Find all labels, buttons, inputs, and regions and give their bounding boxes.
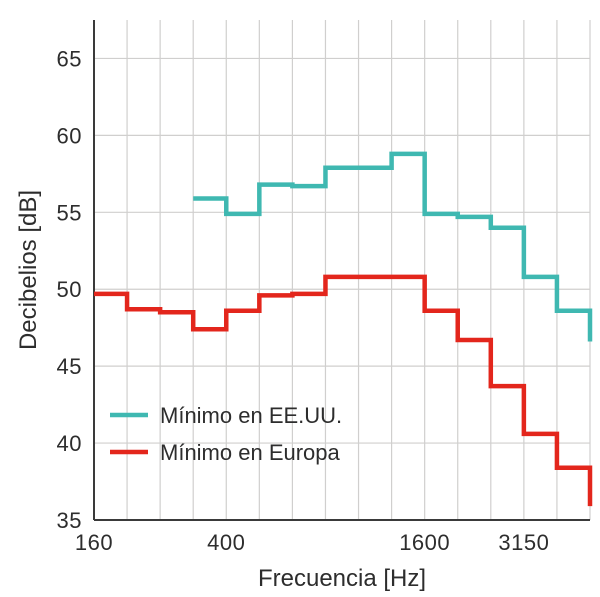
- y-tick-label: 45: [57, 354, 82, 379]
- x-tick-label: 3150: [498, 530, 549, 555]
- x-tick-label: 160: [75, 530, 113, 555]
- x-tick-label: 1600: [399, 530, 450, 555]
- legend-label-us: Mínimo en EE.UU.: [160, 403, 342, 428]
- series-europe: [94, 277, 590, 506]
- y-tick-label: 65: [57, 46, 82, 71]
- y-axis-label: Decibelios [dB]: [15, 190, 42, 350]
- x-tick-labels: 160 400 1600 3150: [75, 530, 549, 555]
- x-axis-label: Frecuencia [Hz]: [258, 565, 426, 592]
- y-tick-labels: 35404550556065: [57, 46, 82, 533]
- chart-svg: 35404550556065 16040016003150 Mínimo en …: [0, 0, 600, 597]
- y-tick-label: 50: [57, 277, 82, 302]
- y-tick-label: 60: [57, 123, 82, 148]
- x-tick-label: 400: [207, 530, 245, 555]
- y-tick-label: 55: [57, 200, 82, 225]
- y-tick-label: 40: [57, 431, 82, 456]
- frequency-db-chart: 35404550556065 16040016003150 Mínimo en …: [0, 0, 600, 597]
- legend-label-europe: Mínimo en Europa: [160, 440, 341, 465]
